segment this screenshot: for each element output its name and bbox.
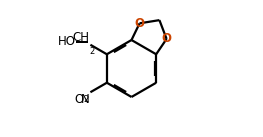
Text: N: N xyxy=(81,93,90,106)
Text: O: O xyxy=(135,17,145,30)
Text: CH: CH xyxy=(72,31,89,44)
Text: O: O xyxy=(161,32,171,45)
Text: HO: HO xyxy=(58,35,76,48)
Text: O: O xyxy=(74,93,83,106)
Text: 2: 2 xyxy=(84,95,89,104)
Text: 2: 2 xyxy=(90,47,95,56)
